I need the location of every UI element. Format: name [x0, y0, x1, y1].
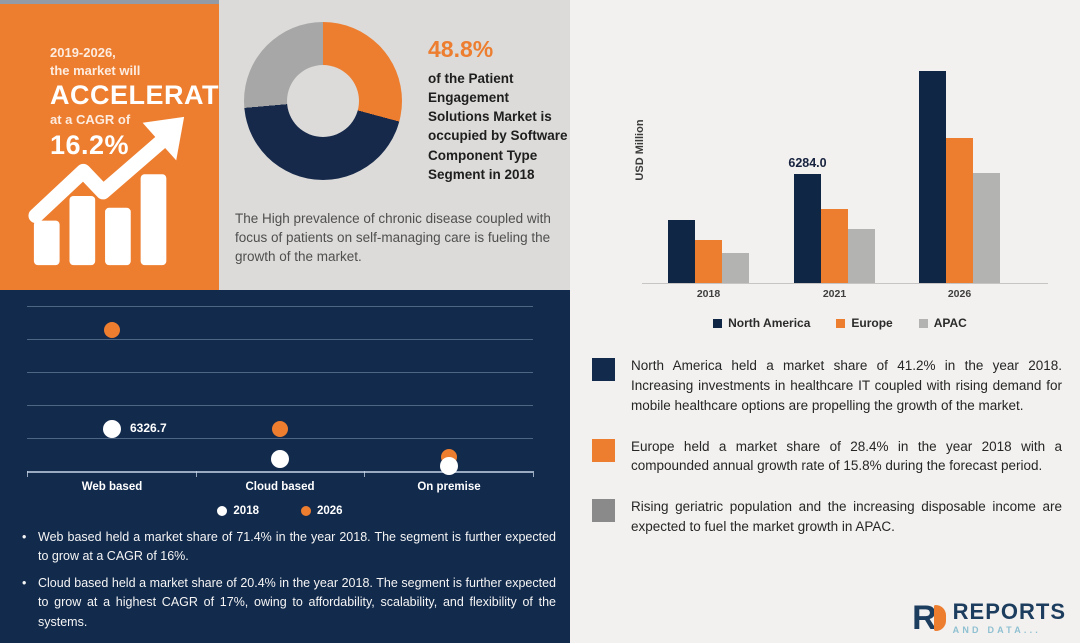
- legend-item-europe: Europe: [836, 316, 893, 330]
- market-driver-text: The High prevalence of chronic disease c…: [235, 211, 551, 264]
- highlight-years: 2019-2026,: [50, 45, 116, 60]
- bar-group-2018: [668, 220, 749, 283]
- cagr-highlight-card: 2019-2026, the market will ACCELERATE at…: [0, 0, 237, 290]
- logo-brand: REPORTS: [952, 599, 1066, 624]
- axis-tick: [196, 471, 197, 477]
- x-tick-2018: 2018: [696, 288, 721, 300]
- bar-group-2026: [919, 71, 1000, 283]
- x-axis-line: [642, 283, 1048, 284]
- x-tick-2021: 2021: [822, 288, 847, 300]
- legend-label-europe: Europe: [851, 316, 893, 330]
- bar-2018-north-america: [668, 220, 695, 283]
- dot-plot-legend: 2018 2026: [27, 505, 533, 517]
- legend-item-2018: 2018: [217, 505, 259, 517]
- grid-line: [27, 306, 533, 307]
- legend-dot-2026: [301, 506, 311, 516]
- axis-tick: [27, 471, 28, 477]
- legend-swatch-europe: [836, 318, 846, 328]
- legend-label-apac: APAC: [933, 316, 967, 330]
- grid-line: [27, 405, 533, 406]
- donut-chart: [244, 22, 402, 180]
- category-label-cloud-based: Cloud based: [245, 481, 315, 493]
- bar-data-label: 6284.0: [788, 156, 827, 170]
- note-text-2: Rising geriatric population and the incr…: [631, 499, 1062, 535]
- axis-line: [27, 471, 533, 473]
- legend-label-north-america: North America: [728, 316, 811, 330]
- top-accent-strip: [0, 0, 219, 4]
- bar-2021-apac: [848, 229, 875, 283]
- category-label-on-premise: On premise: [417, 481, 481, 493]
- highlight-line2: the market will: [50, 63, 141, 79]
- note-swatch-1: [592, 438, 615, 462]
- bar-2018-apac: [722, 253, 749, 283]
- legend-dot-2018: [217, 506, 228, 516]
- reports-and-data-logo: R REPORTS AND DATA...: [912, 599, 1066, 636]
- dot-on-premise-2018: [440, 457, 458, 476]
- note-text-0: North America held a market share of 41.…: [631, 358, 1062, 413]
- bar-2026-europe: [946, 138, 973, 283]
- note-swatch-2: [592, 499, 615, 523]
- stat-value: 48.8%: [428, 36, 494, 62]
- segment-note-1: Cloud based held a market share of 20.4%…: [16, 574, 556, 632]
- regional-note-2: Rising geriatric population and the incr…: [592, 497, 1062, 537]
- bar-2026-apac: [973, 173, 1000, 283]
- legend-label-2018: 2018: [233, 505, 259, 517]
- grid-line: [27, 438, 533, 439]
- note-text-1: Europe held a market share of 28.4% in t…: [631, 438, 1062, 474]
- bar-2021-europe: [821, 209, 848, 283]
- dot-data-label: 6326.7: [130, 421, 167, 436]
- stat-caption: of the Patient Engagement Solutions Mark…: [428, 71, 568, 182]
- bar-group-2021: [794, 174, 875, 283]
- logo-mark-orange-shape: [933, 605, 946, 631]
- legend-swatch-north-america: [713, 318, 723, 328]
- category-label-web-based: Web based: [81, 481, 143, 493]
- donut-hole: [287, 65, 359, 137]
- regional-bar-chart: 6284.0: [570, 58, 1080, 283]
- axis-tick: [533, 471, 534, 477]
- grid-line: [27, 372, 533, 373]
- growth-chart-icon: [28, 116, 185, 266]
- bar-2018-europe: [695, 240, 722, 283]
- highlight-cagr-value: 16.2%: [50, 129, 130, 160]
- segment-dot-plot: 6326.7 Web based Cloud based On premise 2018…: [0, 290, 570, 643]
- highlight-accelerate: ACCELERATE: [50, 80, 238, 111]
- grid-line: [27, 339, 533, 340]
- axis-tick: [364, 471, 365, 477]
- regional-note-0: North America held a market share of 41.…: [592, 356, 1062, 416]
- logo-words: REPORTS AND DATA...: [952, 599, 1066, 636]
- note-swatch-0: [592, 358, 615, 381]
- segment-panel: 6326.7 Web based Cloud based On premise 2018…: [0, 290, 570, 643]
- cagr-highlight-text: 2019-2026, the market will ACCELERATE at…: [50, 44, 238, 161]
- component-share-card: 48.8% of the Patient Engagement Solution…: [219, 0, 570, 290]
- legend-item-north-america: North America: [713, 316, 810, 330]
- logo-mark-letter: R: [912, 599, 937, 637]
- legend-label-2026: 2026: [317, 505, 343, 517]
- regional-notes: North America held a market share of 41.…: [592, 356, 1062, 558]
- bar-chart-legend: North America Europe APAC: [630, 316, 1050, 330]
- legend-swatch-apac: [918, 318, 928, 328]
- dot-cloud-based-2026: [272, 420, 288, 437]
- logo-mark: R: [912, 601, 946, 635]
- dot-cloud-based-2018: [271, 450, 289, 469]
- regional-panel: USD Million 6284.0 2018 2021 2026 North Am…: [570, 0, 1080, 643]
- legend-item-apac: APAC: [918, 316, 967, 330]
- x-tick-2026: 2026: [947, 288, 972, 300]
- logo-subtitle: AND DATA...: [952, 625, 1042, 635]
- segment-notes: Web based held a market share of 71.4% i…: [16, 528, 556, 639]
- dot-web-based-2018: [103, 420, 121, 439]
- highlight-line4: at a CAGR of: [50, 112, 131, 128]
- regional-note-1: Europe held a market share of 28.4% in t…: [592, 437, 1062, 477]
- segment-note-0: Web based held a market share of 71.4% i…: [16, 528, 556, 567]
- bar-2026-north-america: [919, 71, 946, 283]
- dot-web-based-2026: [104, 321, 120, 338]
- legend-item-2026: 2026: [301, 505, 343, 517]
- bar-2021-north-america: [794, 174, 821, 283]
- stat-block: 48.8% of the Patient Engagement Solution…: [428, 36, 570, 184]
